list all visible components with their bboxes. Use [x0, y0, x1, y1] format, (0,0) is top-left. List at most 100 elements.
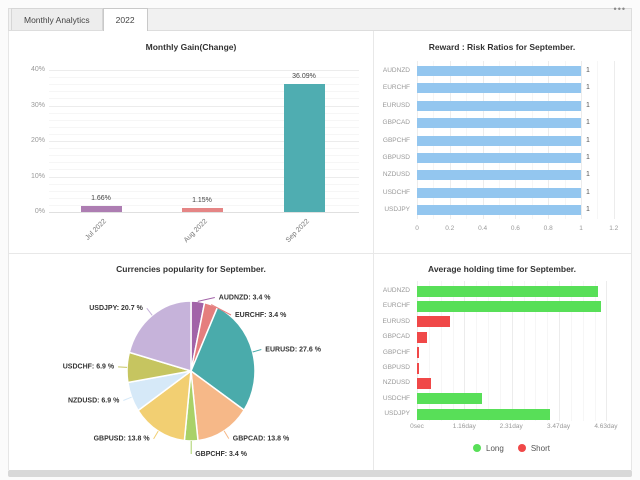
gridline — [49, 133, 359, 135]
bar-value-label: 36.09% — [292, 72, 316, 80]
gridline — [570, 281, 572, 421]
legend-item-long[interactable]: Long — [473, 444, 504, 453]
row-label-eurchf: EURCHF — [382, 84, 410, 92]
pie-slice-label-gbpusd: GBPUSD: 13.8 % — [94, 436, 151, 443]
bar-eurusd[interactable] — [417, 316, 450, 328]
pie-slice-label-eurusd: EURUSD: 27.6 % — [265, 346, 321, 353]
bar-usdchf[interactable] — [417, 187, 581, 198]
row-label-audnzd: AUDNZD — [382, 67, 410, 74]
vertical-divider — [373, 31, 374, 470]
pie-callout-line — [223, 430, 230, 439]
gridline — [49, 112, 359, 114]
legend-item-short[interactable]: Short — [517, 444, 550, 453]
bar-audnzd[interactable] — [417, 66, 581, 76]
bar-value-label: 1.15% — [192, 196, 212, 204]
bar-gbpcad[interactable] — [417, 118, 581, 129]
gridline — [49, 148, 359, 150]
more-menu-icon[interactable]: ••• — [613, 4, 626, 14]
bar-gbpchf[interactable] — [417, 347, 419, 359]
pie-callout-line — [252, 349, 262, 353]
bar-value-label: 1 — [586, 119, 590, 127]
bar-eurusd[interactable] — [417, 100, 581, 111]
x-axis-tick-label: 2.31day — [499, 423, 523, 430]
gridline — [49, 197, 359, 199]
gridline — [49, 155, 359, 157]
pie-slice-label-usdchf: USDCHF: 6.9 % — [63, 364, 115, 371]
pie-callout-line — [210, 304, 232, 316]
chart-legend: Long Short — [417, 441, 606, 455]
bar-value-label: 1.66% — [91, 195, 111, 203]
bar-usdjpy[interactable] — [417, 205, 581, 216]
row-label-gbpcad: GBPCAD — [382, 119, 410, 127]
bar-value-label: 1 — [586, 206, 590, 214]
tab-bar: Monthly Analytics 2022 — [8, 8, 632, 31]
window-bottom-edge — [8, 470, 632, 477]
bar-eurchf[interactable] — [417, 83, 581, 94]
pie-callout-line — [153, 430, 159, 440]
bar-gbpcad[interactable] — [417, 331, 428, 343]
gridline — [597, 61, 599, 219]
row-label-gbpchf: GBPCHF — [382, 136, 410, 144]
bar-audnzd[interactable] — [417, 285, 598, 297]
bar-eurchf[interactable] — [417, 300, 601, 312]
gridline — [582, 281, 584, 421]
row-label-usdchf: USDCHF — [382, 394, 410, 402]
gridline — [49, 212, 359, 213]
y-axis-tick-label: 40% — [30, 66, 45, 73]
x-axis-tick-label: 0.4 — [478, 225, 488, 232]
tab-monthly-analytics[interactable]: Monthly Analytics — [11, 8, 103, 30]
bar-value-label: 1 — [586, 188, 590, 196]
row-label-usdjpy: USDJPY — [384, 206, 410, 214]
legend-label: Long — [486, 443, 504, 453]
gridline — [535, 281, 537, 421]
row-label-eurusd: EURUSD — [382, 101, 410, 109]
chart-title: Reward : Risk Ratios for September. — [428, 42, 576, 52]
bar-usdchf[interactable] — [417, 393, 483, 405]
gridline — [49, 119, 359, 121]
gridline — [49, 91, 359, 93]
row-label-gbpchf: GBPCHF — [382, 348, 410, 356]
gridline — [594, 281, 596, 421]
gridline — [49, 105, 359, 107]
gridline — [49, 176, 359, 178]
row-label-nzdusd: NZDUSD — [382, 379, 410, 387]
gridline — [499, 281, 501, 421]
pie-slice-gbpusd[interactable] — [137, 369, 192, 442]
bar-gbpchf[interactable] — [417, 135, 581, 146]
pie-callout-line — [197, 297, 215, 302]
row-label-usdjpy: USDJPY — [384, 410, 410, 418]
x-axis-tick-label: 0.6 — [510, 225, 520, 232]
gridline — [49, 70, 359, 71]
tab-2022[interactable]: 2022 — [102, 8, 148, 31]
x-axis-tick-label: 0 — [415, 225, 419, 232]
bar-sep-2022[interactable] — [283, 83, 325, 212]
bar-nzdusd[interactable] — [417, 170, 581, 181]
gridline — [49, 169, 359, 171]
bar-value-label: 1 — [586, 101, 590, 109]
bar-usdjpy[interactable] — [417, 408, 550, 420]
bar-nzdusd[interactable] — [417, 377, 432, 389]
bar-gbpusd[interactable] — [417, 362, 419, 374]
chart-holding-time: Average holding time for September. AUDN… — [373, 253, 631, 470]
chart-monthly-gain: Monthly Gain(Change) 0% 10% 20% 30% 40% 1.66%… — [9, 31, 373, 253]
x-axis-tick-label: 0.2 — [445, 225, 455, 232]
gridline — [559, 281, 560, 421]
bar-value-label: 1 — [586, 67, 590, 74]
gridline — [49, 141, 359, 142]
bar-aug-2022[interactable] — [181, 207, 223, 212]
chart-currency-popularity: Currencies popularity for September. AUD… — [9, 253, 373, 470]
bar-value-label: 1 — [586, 84, 590, 92]
gridline — [452, 281, 454, 421]
bar-jul-2022[interactable] — [80, 206, 122, 212]
row-label-gbpusd: GBPUSD — [382, 364, 410, 371]
bar-gbpusd[interactable] — [417, 153, 581, 163]
pie-slice-label-gbpchf: GBPCHF: 3.4 % — [195, 451, 248, 458]
gridline — [49, 190, 359, 192]
pie-slice-gbpcad[interactable] — [190, 369, 246, 442]
pie-callout-line — [123, 396, 132, 401]
gridline — [49, 84, 359, 86]
gridline — [488, 281, 489, 421]
gridline — [49, 162, 359, 164]
pie-slice-usdjpy[interactable] — [128, 300, 192, 373]
gridline — [523, 281, 525, 421]
